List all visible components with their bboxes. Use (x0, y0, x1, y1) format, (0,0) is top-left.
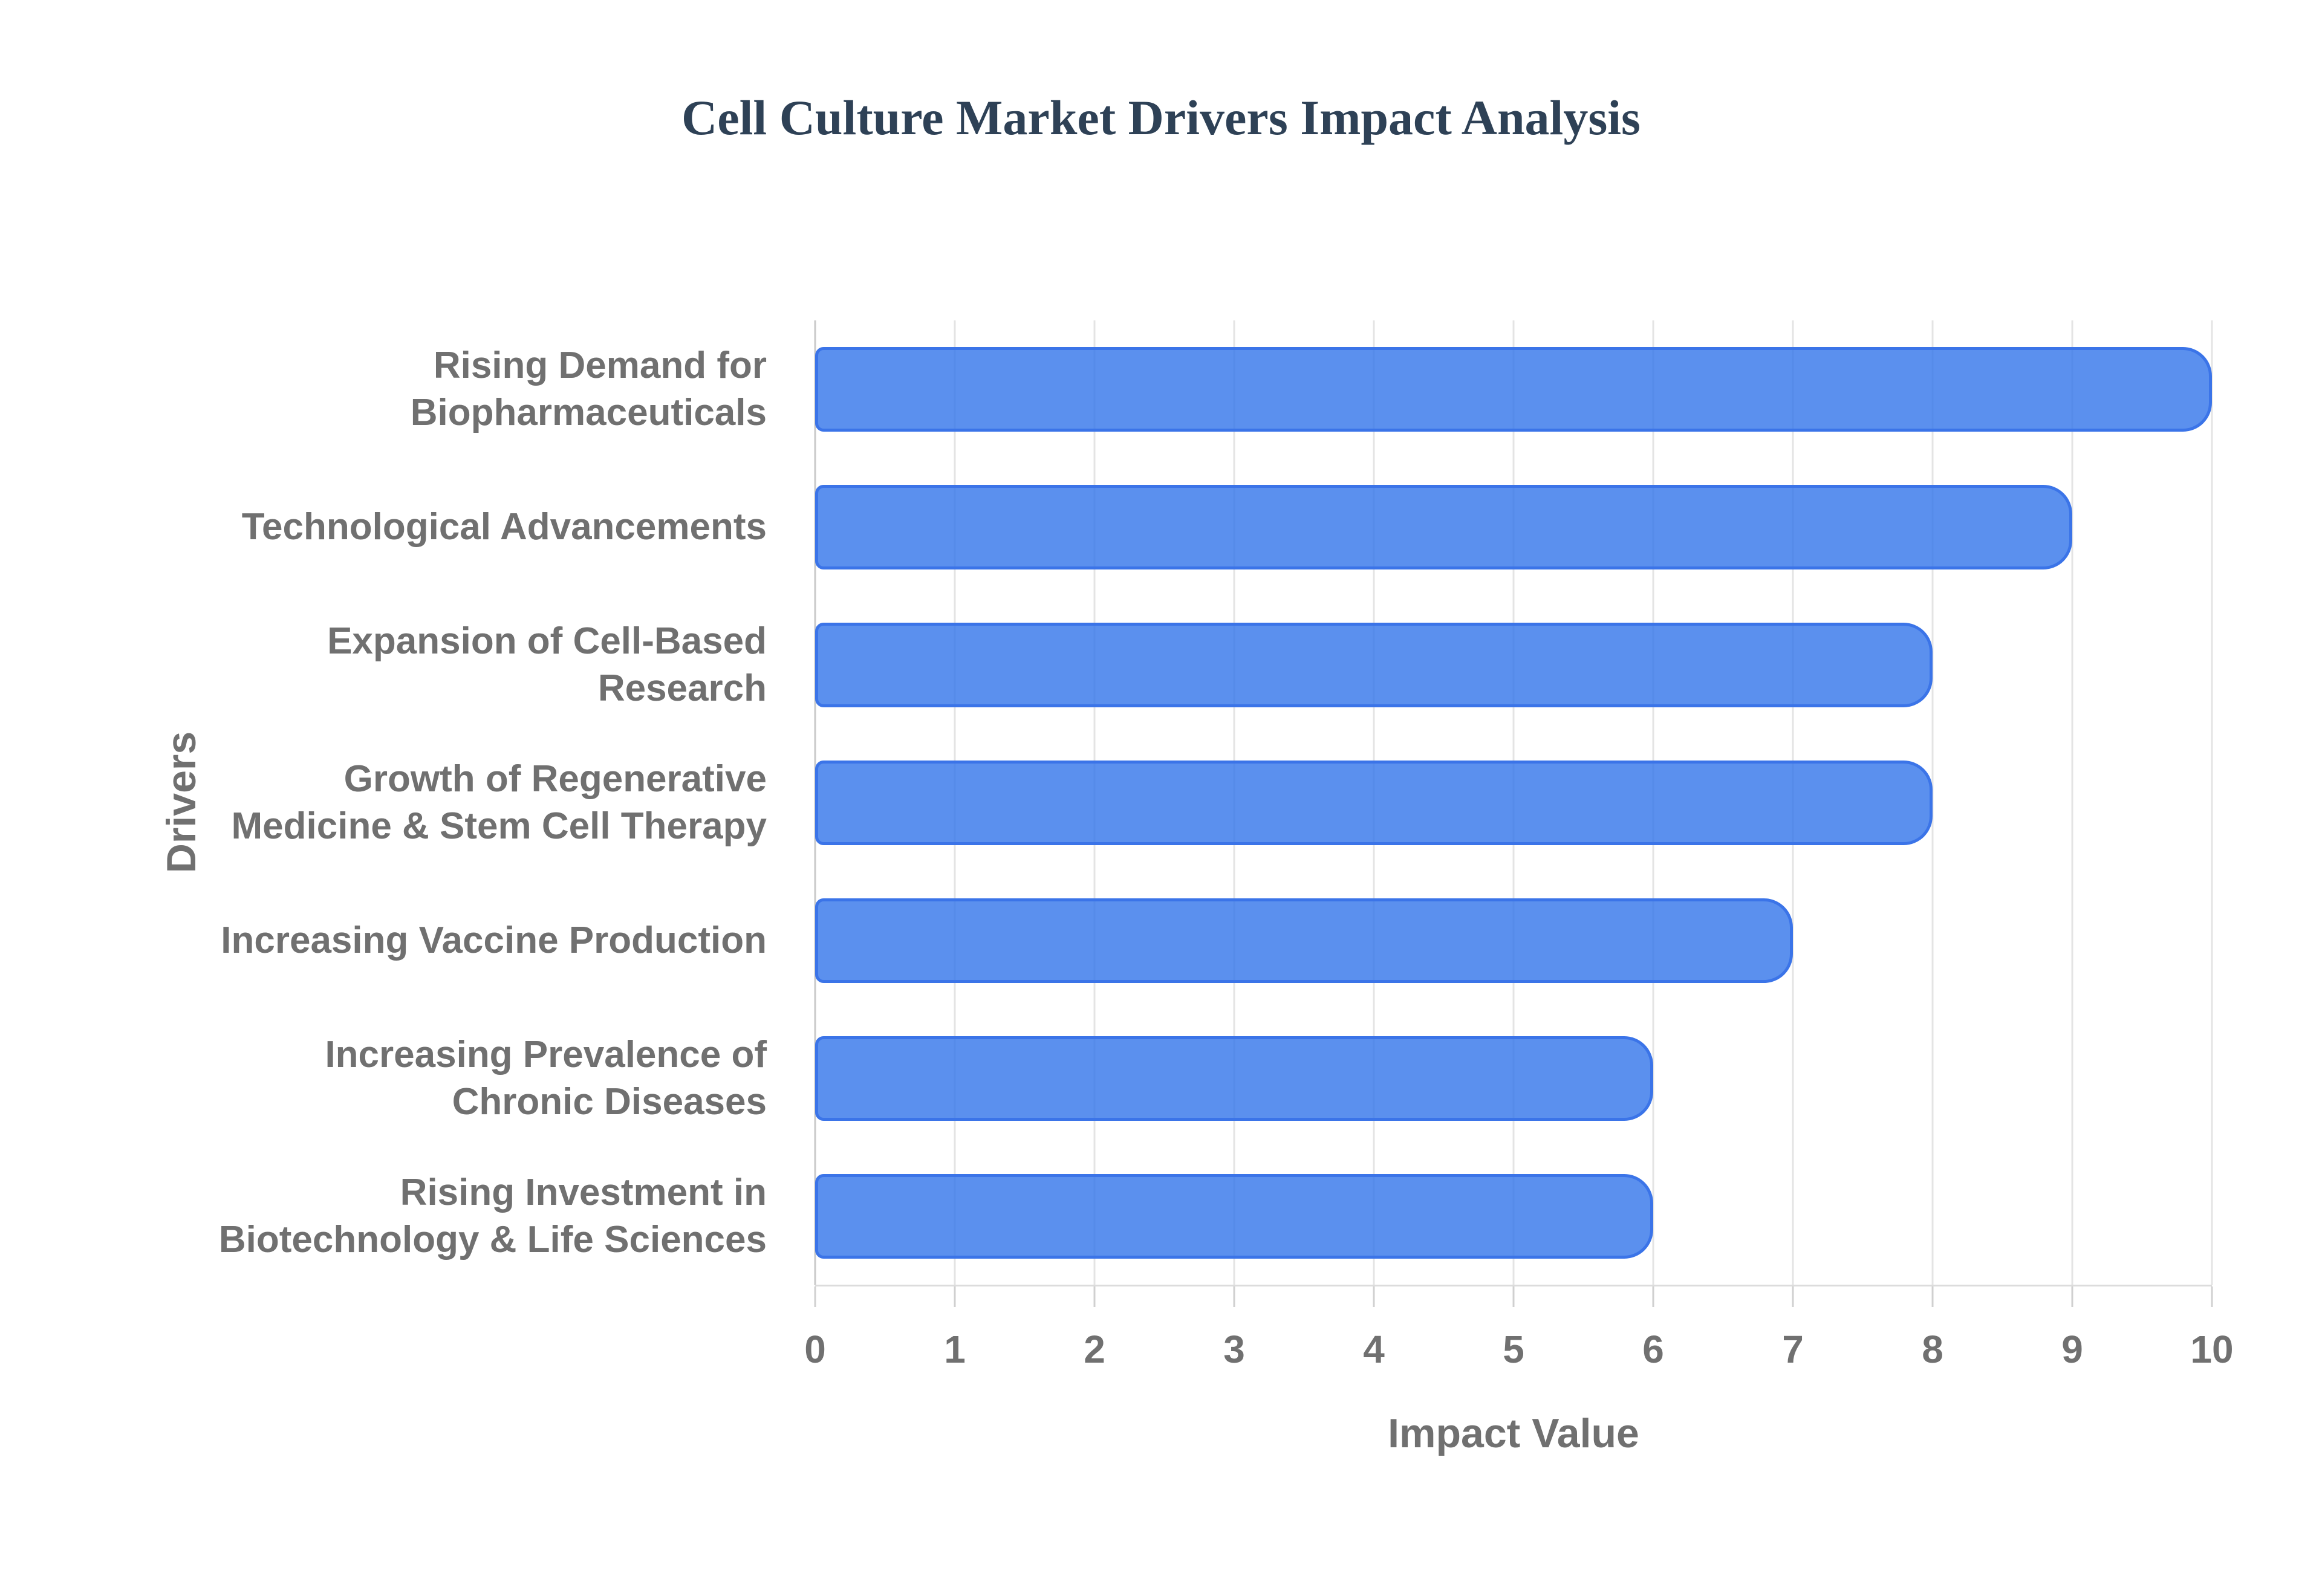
chart-title: Cell Culture Market Drivers Impact Analy… (681, 90, 1641, 145)
x-tick-label-2: 2 (1084, 1328, 1105, 1371)
x-tick-label-8: 8 (1922, 1328, 1943, 1371)
x-tick-label-3: 3 (1223, 1328, 1245, 1371)
bar-row-1 (815, 458, 2212, 596)
tickmark-2 (1093, 1286, 1096, 1307)
x-tick-label-5: 5 (1503, 1328, 1524, 1371)
bar-6[interactable] (815, 1174, 1653, 1259)
gridline-9 (2071, 320, 2073, 1285)
bar-row-4 (815, 872, 2212, 1010)
x-tick-label-1: 1 (944, 1328, 966, 1371)
tickmark-5 (1512, 1286, 1515, 1307)
bar-1[interactable] (815, 485, 2072, 569)
bar-row-6 (815, 1147, 2212, 1285)
x-tick-label-9: 9 (2061, 1328, 2083, 1371)
tickmark-7 (1792, 1286, 1794, 1307)
x-axis-title: Impact Value (1388, 1410, 1639, 1456)
category-label-0: Rising Demand for Biopharmaceuticals (410, 344, 767, 433)
bar-row-0 (815, 320, 2212, 458)
tickmark-8 (1931, 1286, 1934, 1307)
gridline-10 (2211, 320, 2213, 1285)
tickmark-6 (1652, 1286, 1654, 1307)
x-tick-label-7: 7 (1782, 1328, 1804, 1371)
tickmark-4 (1373, 1286, 1375, 1307)
category-label-2: Expansion of Cell-Based Research (327, 620, 767, 709)
tickmark-3 (1233, 1286, 1235, 1307)
plot-area (814, 320, 2213, 1285)
x-tick-label-4: 4 (1363, 1328, 1385, 1371)
x-tick-label-0: 0 (804, 1328, 826, 1371)
tickmark-10 (2211, 1286, 2213, 1307)
tickmark-0 (814, 1286, 816, 1307)
category-labels: Rising Demand for Biopharmaceuticals Tech… (0, 320, 791, 1285)
x-tick-label-10: 10 (2190, 1328, 2234, 1371)
category-label-5: Increasing Prevalence of Chronic Disease… (325, 1033, 767, 1123)
tickmark-9 (2071, 1286, 2073, 1307)
gridline-8 (1931, 320, 1934, 1285)
bar-row-5 (815, 1010, 2212, 1147)
bar-4[interactable] (815, 898, 1793, 983)
category-label-3: Growth of Regenerative Medicine & Stem C… (231, 757, 767, 847)
category-label-6: Rising Investment in Biotechnology & Lif… (218, 1171, 767, 1260)
bar-row-2 (815, 596, 2212, 734)
x-tick-label-6: 6 (1642, 1328, 1664, 1371)
category-label-4: Increasing Vaccine Production (221, 919, 767, 961)
bar-5[interactable] (815, 1036, 1653, 1121)
bar-3[interactable] (815, 761, 1933, 845)
category-label-1: Technological Advancements (241, 505, 767, 548)
bar-0[interactable] (815, 347, 2212, 432)
x-axis-line (815, 1285, 2212, 1286)
tickmark-1 (954, 1286, 956, 1307)
bar-row-3 (815, 734, 2212, 872)
bar-2[interactable] (815, 623, 1933, 707)
